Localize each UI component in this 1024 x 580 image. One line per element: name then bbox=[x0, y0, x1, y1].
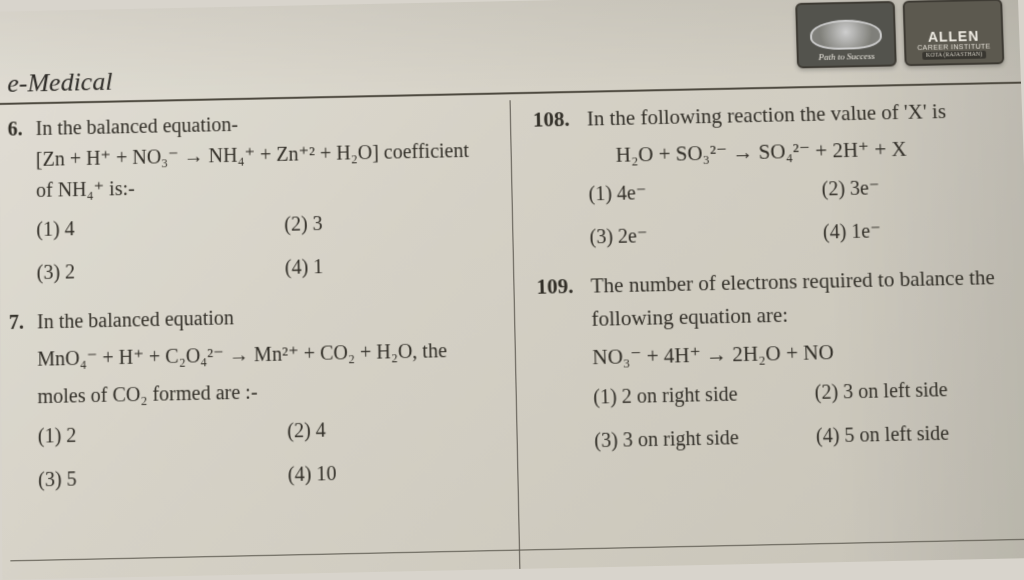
options-grid: (1) 4e⁻ (2) 3e⁻ (3) 2e⁻ (4) 1e⁻ bbox=[588, 171, 1017, 254]
option-3: (3) 2e⁻ bbox=[589, 218, 783, 253]
option-2: (2) 3e⁻ bbox=[821, 171, 1015, 206]
question-stem: In the balanced equation bbox=[37, 307, 234, 333]
options-grid: (1) 2 on right side (2) 3 on left side (… bbox=[593, 373, 1024, 457]
question-stem: In the balanced equation- bbox=[36, 114, 239, 140]
left-column: 6. In the balanced equation- [Zn + H⁺ + … bbox=[0, 100, 520, 580]
options-grid: (1) 4 (2) 3 (3) 2 (4) 1 bbox=[36, 205, 493, 289]
option-4: (4) 1 bbox=[285, 248, 494, 283]
question-equation: NO₃⁻ + 4H⁺ → 2H₂O + NO bbox=[592, 332, 1021, 374]
question-equation: H₂O + SO₃²⁻ → SO₄²⁻ + 2H⁺ + X bbox=[587, 130, 1014, 171]
right-column: 108. In the following reaction the value… bbox=[511, 90, 1024, 569]
question-stem-2: following equation are: bbox=[591, 302, 788, 330]
option-1: (1) 2 on right side bbox=[593, 378, 801, 414]
question-7: 7. In the balanced equation MnO₄⁻ + H⁺ +… bbox=[7, 298, 498, 497]
options-grid: (1) 2 (2) 4 (3) 5 (4) 10 bbox=[38, 412, 498, 497]
logo-brand: ALLEN bbox=[928, 28, 980, 45]
logo-tagline: Path to Success bbox=[818, 51, 875, 62]
question-number: 109. bbox=[536, 270, 574, 303]
question-6: 6. In the balanced equation- [Zn + H⁺ + … bbox=[6, 105, 494, 290]
option-3: (3) 5 bbox=[38, 461, 248, 497]
question-stem: In the following reaction the value of '… bbox=[587, 99, 947, 130]
question-equation: [Zn + H⁺ + NO₃⁻ → NH₄⁺ + Zn⁺² + H₂O] coe… bbox=[36, 140, 469, 171]
option-3: (3) 2 bbox=[37, 254, 245, 290]
textbook-page: e-Medical Path to Success ALLEN CAREER I… bbox=[0, 0, 1024, 580]
option-4: (4) 10 bbox=[288, 455, 498, 491]
option-2: (2) 3 on left side bbox=[814, 373, 1022, 409]
question-stem-2: moles of CO₂ formed are :- bbox=[37, 381, 257, 408]
section-title: e-Medical bbox=[7, 67, 112, 99]
question-stem-2: of NH₄⁺ is:- bbox=[36, 178, 135, 202]
logo-emblem-icon bbox=[810, 19, 883, 50]
option-2: (2) 4 bbox=[287, 412, 497, 448]
option-4: (4) 5 on left side bbox=[816, 417, 1024, 453]
question-number: 7. bbox=[9, 308, 24, 340]
content-columns: 6. In the balanced equation- [Zn + H⁺ + … bbox=[0, 90, 1024, 580]
logo-group: Path to Success ALLEN CAREER INSTITUTE K… bbox=[795, 0, 1004, 68]
question-number: 108. bbox=[533, 103, 570, 136]
question-equation: MnO₄⁻ + H⁺ + C₂O₄²⁻ → Mn²⁺ + CO₂ + H₂O, … bbox=[37, 336, 447, 376]
option-2: (2) 3 bbox=[284, 205, 492, 240]
option-1: (1) 4e⁻ bbox=[588, 175, 782, 210]
option-3: (3) 3 on right side bbox=[594, 421, 802, 457]
option-1: (1) 2 bbox=[38, 417, 247, 453]
option-4: (4) 1e⁻ bbox=[823, 214, 1017, 249]
page-header: e-Medical Path to Success ALLEN CAREER I… bbox=[0, 0, 1021, 97]
question-number: 6. bbox=[8, 114, 23, 145]
question-108: 108. In the following reaction the value… bbox=[535, 94, 1017, 255]
option-1: (1) 4 bbox=[36, 211, 244, 246]
question-109: 109. The number of electrons required to… bbox=[538, 261, 1024, 459]
logo-location: KOTA (RAJASTHAN) bbox=[922, 51, 986, 60]
logo-allen: ALLEN CAREER INSTITUTE KOTA (RAJASTHAN) bbox=[903, 0, 1005, 66]
question-stem: The number of electrons required to bala… bbox=[590, 265, 995, 298]
logo-path-to-success: Path to Success bbox=[795, 1, 897, 68]
